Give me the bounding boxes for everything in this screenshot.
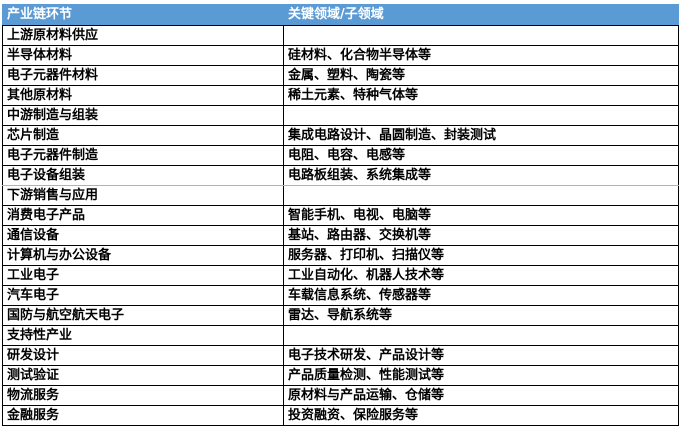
cell-domain: 集成电路设计、晶圆制造、封装测试 (283, 125, 679, 146)
cell-stage: 物流服务 (2, 385, 284, 406)
cell-domain: 硅材料、化合物半导体等 (283, 45, 679, 66)
cell-domain: 智能手机、电视、电脑等 (283, 205, 679, 226)
cell-stage: 芯片制造 (2, 125, 284, 146)
table-header-row: 产业链环节 关键领域/子领域 (2, 4, 679, 26)
cell-stage: 半导体材料 (2, 45, 284, 66)
cell-stage: 支持性产业 (2, 325, 284, 346)
table-row[interactable]: 研发设计 电子技术研发、产品设计等 (2, 345, 679, 366)
table-row[interactable]: 中游制造与组装 (2, 105, 679, 126)
cell-domain (283, 25, 679, 46)
table-row[interactable]: 半导体材料 硅材料、化合物半导体等 (2, 45, 679, 66)
table-row[interactable]: 下游销售与应用 (2, 185, 679, 206)
cell-domain: 电阻、电容、电感等 (283, 145, 679, 166)
table-row[interactable]: 电子设备组装 电路板组装、系统集成等 (2, 165, 679, 186)
table-row[interactable]: 电子元器件制造 电阻、电容、电感等 (2, 145, 679, 166)
cell-stage: 汽车电子 (2, 285, 284, 306)
cell-stage: 金融服务 (2, 405, 284, 426)
table-row[interactable]: 消费电子产品 智能手机、电视、电脑等 (2, 205, 679, 226)
cell-domain (283, 105, 679, 126)
cell-stage: 其他原材料 (2, 85, 284, 106)
table-row[interactable]: 电子元器件材料 金属、塑料、陶瓷等 (2, 65, 679, 86)
column-header-domain[interactable]: 关键领域/子领域 (283, 4, 679, 26)
cell-domain: 工业自动化、机器人技术等 (283, 265, 679, 286)
cell-domain: 原材料与产品运输、仓储等 (283, 385, 679, 406)
cell-domain: 稀土元素、特种气体等 (283, 85, 679, 106)
cell-stage: 电子元器件制造 (2, 145, 284, 166)
cell-domain: 投资融资、保险服务等 (283, 405, 679, 426)
industry-chain-table: 产业链环节 关键领域/子领域 上游原材料供应 半导体材料 硅材料、化合物半导体等 电子… (2, 4, 679, 426)
cell-stage: 国防与航空航天电子 (2, 305, 284, 326)
cell-stage: 测试验证 (2, 365, 284, 386)
table-body: 上游原材料供应 半导体材料 硅材料、化合物半导体等 电子元器件材料 金属、塑料、陶瓷等其… (2, 25, 679, 426)
table-row[interactable]: 芯片制造 集成电路设计、晶圆制造、封装测试 (2, 125, 679, 146)
table-row[interactable]: 国防与航空航天电子 雷达、导航系统等 (2, 305, 679, 326)
cell-domain: 服务器、打印机、扫描仪等 (283, 245, 679, 266)
table-row[interactable]: 上游原材料供应 (2, 25, 679, 46)
cell-stage: 下游销售与应用 (2, 185, 284, 206)
cell-stage: 工业电子 (2, 265, 284, 286)
table-row[interactable]: 通信设备 基站、路由器、交换机等 (2, 225, 679, 246)
cell-domain: 金属、塑料、陶瓷等 (283, 65, 679, 86)
table-row[interactable]: 支持性产业 (2, 325, 679, 346)
cell-stage: 电子设备组装 (2, 165, 284, 186)
table-header: 产业链环节 关键领域/子领域 (2, 4, 679, 26)
cell-domain: 雷达、导航系统等 (283, 305, 679, 326)
table-row[interactable]: 测试验证 产品质量检测、性能测试等 (2, 365, 679, 386)
cell-stage: 中游制造与组装 (2, 105, 284, 126)
cell-domain: 电路板组装、系统集成等 (283, 165, 679, 186)
cell-domain: 车载信息系统、传感器等 (283, 285, 679, 306)
cell-domain (283, 185, 679, 206)
table-row[interactable]: 汽车电子 车载信息系统、传感器等 (2, 285, 679, 306)
table-row[interactable]: 其他原材料 稀土元素、特种气体等 (2, 85, 679, 106)
table-row[interactable]: 计算机与办公设备 服务器、打印机、扫描仪等 (2, 245, 679, 266)
cell-domain (283, 325, 679, 346)
cell-domain: 基站、路由器、交换机等 (283, 225, 679, 246)
table-row[interactable]: 工业电子 工业自动化、机器人技术等 (2, 265, 679, 286)
cell-stage: 计算机与办公设备 (2, 245, 284, 266)
cell-stage: 通信设备 (2, 225, 284, 246)
cell-domain: 产品质量检测、性能测试等 (283, 365, 679, 386)
cell-domain: 电子技术研发、产品设计等 (283, 345, 679, 366)
industry-chain-table-container: 产业链环节 关键领域/子领域 上游原材料供应 半导体材料 硅材料、化合物半导体等 电子… (2, 4, 679, 426)
cell-stage: 上游原材料供应 (2, 25, 284, 46)
cell-stage: 电子元器件材料 (2, 65, 284, 86)
table-row[interactable]: 金融服务 投资融资、保险服务等 (2, 405, 679, 426)
cell-stage: 消费电子产品 (2, 205, 284, 226)
column-header-stage[interactable]: 产业链环节 (2, 4, 284, 26)
table-row[interactable]: 物流服务 原材料与产品运输、仓储等 (2, 385, 679, 406)
cell-stage: 研发设计 (2, 345, 284, 366)
